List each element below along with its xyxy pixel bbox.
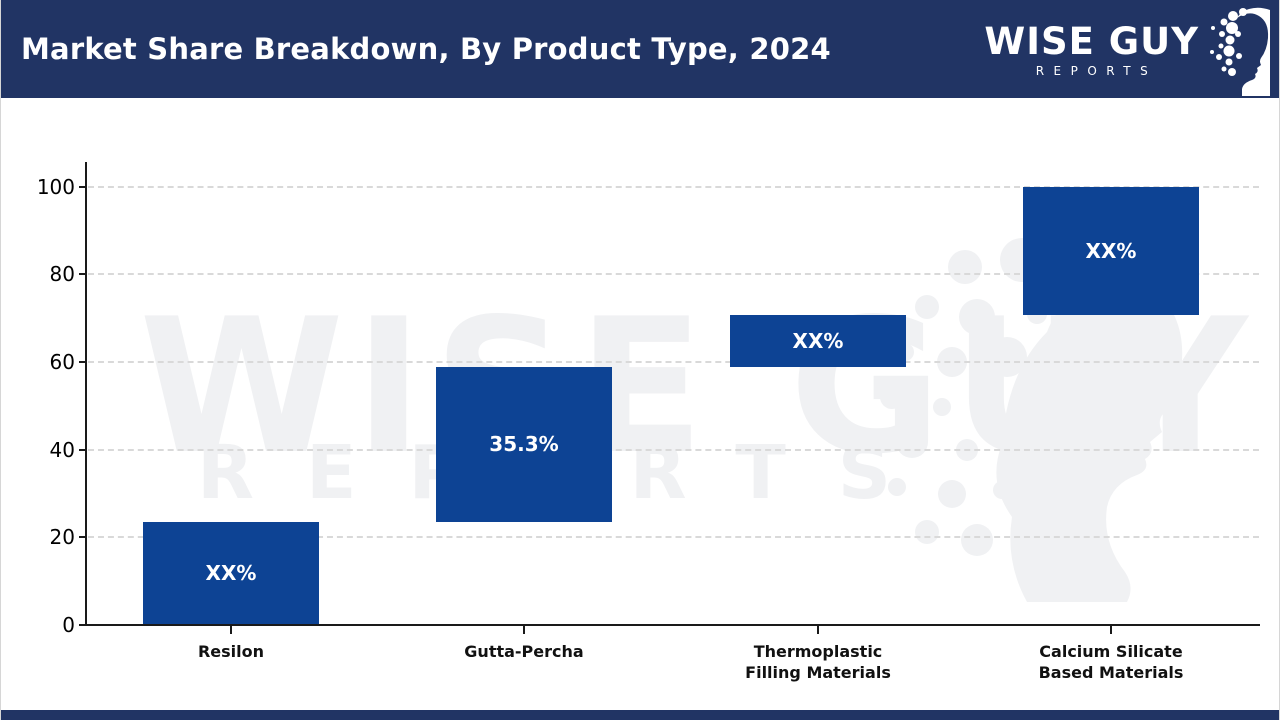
- bar-value-label: XX%: [1085, 238, 1137, 263]
- y-axis-tick: [79, 536, 86, 539]
- gridline: [88, 448, 1259, 451]
- gridline: [88, 360, 1259, 363]
- gridline: [88, 185, 1259, 188]
- gridline: [88, 536, 1259, 539]
- y-axis-tick-label: 20: [49, 525, 75, 550]
- x-axis-tick-label: Resilon: [101, 641, 361, 662]
- header-bar: Market Share Breakdown, By Product Type,…: [1, 0, 1279, 98]
- logo-wordmark: WISE GUY: [984, 20, 1199, 63]
- x-axis-tick-label: Thermoplastic Filling Materials: [688, 641, 948, 683]
- y-axis-tick-label: 80: [49, 262, 75, 287]
- gridline: [88, 273, 1259, 276]
- waterfall-bar: XX%: [143, 521, 319, 625]
- bar-value-label: XX%: [205, 561, 257, 586]
- x-axis-tick-label-line: Gutta-Percha: [464, 642, 584, 661]
- x-axis-tick: [230, 626, 232, 634]
- y-axis-tick: [79, 185, 86, 188]
- logo-text: WISE GUY REPORTS: [984, 20, 1199, 79]
- y-axis-tick: [79, 624, 86, 626]
- footer-bar: [1, 710, 1279, 720]
- y-axis-tick-label: 100: [36, 174, 75, 199]
- x-axis-tick-label-line: Filling Materials: [745, 663, 891, 682]
- y-axis-tick: [79, 448, 86, 451]
- x-axis-tick-label: Gutta-Percha: [394, 641, 654, 662]
- x-axis-tick-label-line: Based Materials: [1038, 663, 1184, 682]
- y-axis-tick-label: 60: [49, 349, 75, 374]
- x-axis-tick-label: Calcium Silicate Based Materials: [981, 641, 1241, 683]
- y-axis-line: [85, 162, 87, 626]
- y-axis-tick: [79, 360, 86, 363]
- y-axis-tick-label: 40: [49, 437, 75, 462]
- x-axis-tick: [523, 626, 525, 634]
- x-axis-line: [85, 624, 1260, 626]
- bar-value-label: XX%: [792, 328, 844, 353]
- chart-plot-area: 0 20 40 60 80 100 Resilon Gutta-Percha Thermopla…: [1, 98, 1279, 710]
- x-axis-tick: [817, 626, 819, 634]
- waterfall-bar: XX%: [730, 314, 906, 367]
- waterfall-bar: XX%: [1023, 186, 1199, 315]
- page-title: Market Share Breakdown, By Product Type,…: [21, 32, 831, 66]
- y-axis-tick-label: 0: [62, 613, 75, 637]
- y-axis-tick: [79, 273, 86, 276]
- logo-face-icon: [1210, 7, 1270, 96]
- x-axis-tick-label-line: Resilon: [197, 642, 265, 661]
- bar-value-label: 35.3%: [489, 432, 559, 457]
- x-axis-tick: [1110, 626, 1112, 634]
- logo-subtitle: REPORTS: [1035, 64, 1158, 78]
- waterfall-bar: 35.3%: [436, 366, 612, 522]
- x-axis-tick-label-line: Calcium Silicate: [1039, 642, 1183, 661]
- wise-guy-reports-logo: WISE GUY REPORTS: [984, 4, 1271, 96]
- x-axis-tick-label-line: Thermoplastic: [753, 642, 883, 661]
